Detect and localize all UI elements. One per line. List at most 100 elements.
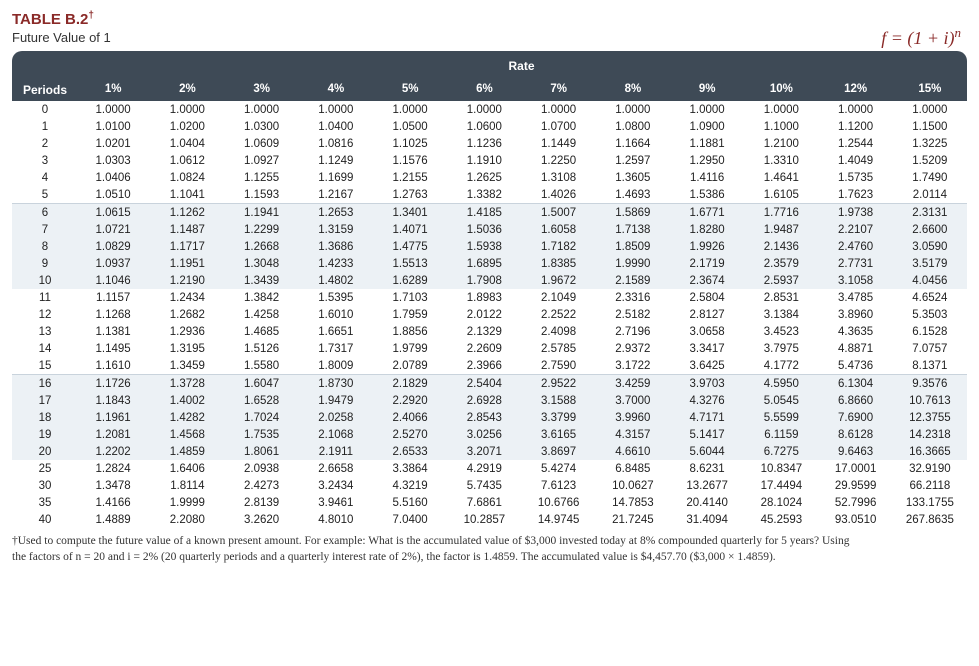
period-cell: 15 <box>12 357 76 375</box>
value-cell: 1.0000 <box>76 101 150 118</box>
value-cell: 28.1024 <box>744 494 818 511</box>
table-title: TABLE B.2 <box>12 11 88 28</box>
value-cell: 17.4494 <box>744 477 818 494</box>
value-cell: 1.0816 <box>299 135 373 152</box>
value-cell: 1.0824 <box>150 169 224 186</box>
value-cell: 1.0700 <box>522 118 596 135</box>
value-cell: 1.4859 <box>150 443 224 460</box>
value-cell: 1.0201 <box>76 135 150 152</box>
value-cell: 2.8531 <box>744 289 818 306</box>
rate-header: Rate <box>76 51 967 77</box>
value-cell: 1.3478 <box>76 477 150 494</box>
period-cell: 16 <box>12 375 76 393</box>
table-row: 11.01001.02001.03001.04001.05001.06001.0… <box>12 118 967 135</box>
formula-exponent: n <box>955 25 962 40</box>
value-cell: 2.8543 <box>447 409 521 426</box>
value-cell: 1.1046 <box>76 272 150 289</box>
value-cell: 1.7024 <box>225 409 299 426</box>
value-cell: 1.3459 <box>150 357 224 375</box>
value-cell: 6.1528 <box>893 323 967 340</box>
value-cell: 1.2682 <box>150 306 224 323</box>
value-cell: 4.3219 <box>373 477 447 494</box>
value-cell: 1.0615 <box>76 204 150 222</box>
value-cell: 1.8061 <box>225 443 299 460</box>
value-cell: 3.1384 <box>744 306 818 323</box>
value-cell: 1.0406 <box>76 169 150 186</box>
value-cell: 1.5007 <box>522 204 596 222</box>
period-cell: 14 <box>12 340 76 357</box>
value-cell: 1.2081 <box>76 426 150 443</box>
value-cell: 1.4166 <box>76 494 150 511</box>
value-cell: 1.0800 <box>596 118 670 135</box>
value-cell: 13.2677 <box>670 477 744 494</box>
value-cell: 1.1951 <box>150 255 224 272</box>
value-cell: 2.0114 <box>893 186 967 204</box>
table-row: 01.00001.00001.00001.00001.00001.00001.0… <box>12 101 967 118</box>
value-cell: 1.6895 <box>447 255 521 272</box>
rate-column-header: 2% <box>150 77 224 101</box>
value-cell: 1.1664 <box>596 135 670 152</box>
value-cell: 1.0000 <box>670 101 744 118</box>
formula-base: f = (1 + i) <box>881 28 954 48</box>
value-cell: 1.5395 <box>299 289 373 306</box>
value-cell: 7.6900 <box>819 409 893 426</box>
value-cell: 133.1755 <box>893 494 967 511</box>
value-cell: 9.6463 <box>819 443 893 460</box>
value-cell: 7.6123 <box>522 477 596 494</box>
value-cell: 1.5938 <box>447 238 521 255</box>
value-cell: 1.0000 <box>447 101 521 118</box>
period-cell: 0 <box>12 101 76 118</box>
period-cell: 9 <box>12 255 76 272</box>
value-cell: 1.3159 <box>299 221 373 238</box>
value-cell: 1.0609 <box>225 135 299 152</box>
table-row: 41.04061.08241.12551.16991.21551.26251.3… <box>12 169 967 186</box>
value-cell: 1.2950 <box>670 152 744 169</box>
value-cell: 14.9745 <box>522 511 596 528</box>
value-cell: 3.2071 <box>447 443 521 460</box>
rate-column-header: 15% <box>893 77 967 101</box>
value-cell: 3.3864 <box>373 460 447 477</box>
value-cell: 9.3576 <box>893 375 967 393</box>
value-cell: 1.6651 <box>299 323 373 340</box>
value-cell: 1.7908 <box>447 272 521 289</box>
period-cell: 11 <box>12 289 76 306</box>
value-cell: 1.0937 <box>76 255 150 272</box>
value-cell: 1.3048 <box>225 255 299 272</box>
value-cell: 3.2434 <box>299 477 373 494</box>
value-cell: 1.9999 <box>150 494 224 511</box>
value-cell: 1.1610 <box>76 357 150 375</box>
value-cell: 1.6406 <box>150 460 224 477</box>
value-cell: 4.6524 <box>893 289 967 306</box>
value-cell: 1.7716 <box>744 204 818 222</box>
value-cell: 3.0590 <box>893 238 967 255</box>
value-cell: 2.1829 <box>373 375 447 393</box>
value-cell: 1.1236 <box>447 135 521 152</box>
value-cell: 3.0256 <box>447 426 521 443</box>
value-cell: 1.5869 <box>596 204 670 222</box>
footnote: †Used to compute the future value of a k… <box>12 534 967 565</box>
value-cell: 1.2763 <box>373 186 447 204</box>
value-cell: 1.7490 <box>893 169 967 186</box>
value-cell: 2.3674 <box>670 272 744 289</box>
value-cell: 1.3439 <box>225 272 299 289</box>
value-cell: 1.0500 <box>373 118 447 135</box>
value-cell: 10.7613 <box>893 392 967 409</box>
value-cell: 1.8509 <box>596 238 670 255</box>
value-cell: 2.1436 <box>744 238 818 255</box>
period-cell: 6 <box>12 204 76 222</box>
value-cell: 4.7171 <box>670 409 744 426</box>
table-row: 71.07211.14871.22991.31591.40711.50361.6… <box>12 221 967 238</box>
period-cell: 1 <box>12 118 76 135</box>
value-cell: 1.3195 <box>150 340 224 357</box>
value-cell: 1.1449 <box>522 135 596 152</box>
period-cell: 30 <box>12 477 76 494</box>
value-cell: 1.1699 <box>299 169 373 186</box>
value-cell: 1.3728 <box>150 375 224 393</box>
value-cell: 2.2522 <box>522 306 596 323</box>
value-cell: 1.3382 <box>447 186 521 204</box>
value-cell: 1.0000 <box>150 101 224 118</box>
value-cell: 1.0000 <box>744 101 818 118</box>
value-cell: 1.0600 <box>447 118 521 135</box>
value-cell: 1.2544 <box>819 135 893 152</box>
value-cell: 1.1041 <box>150 186 224 204</box>
